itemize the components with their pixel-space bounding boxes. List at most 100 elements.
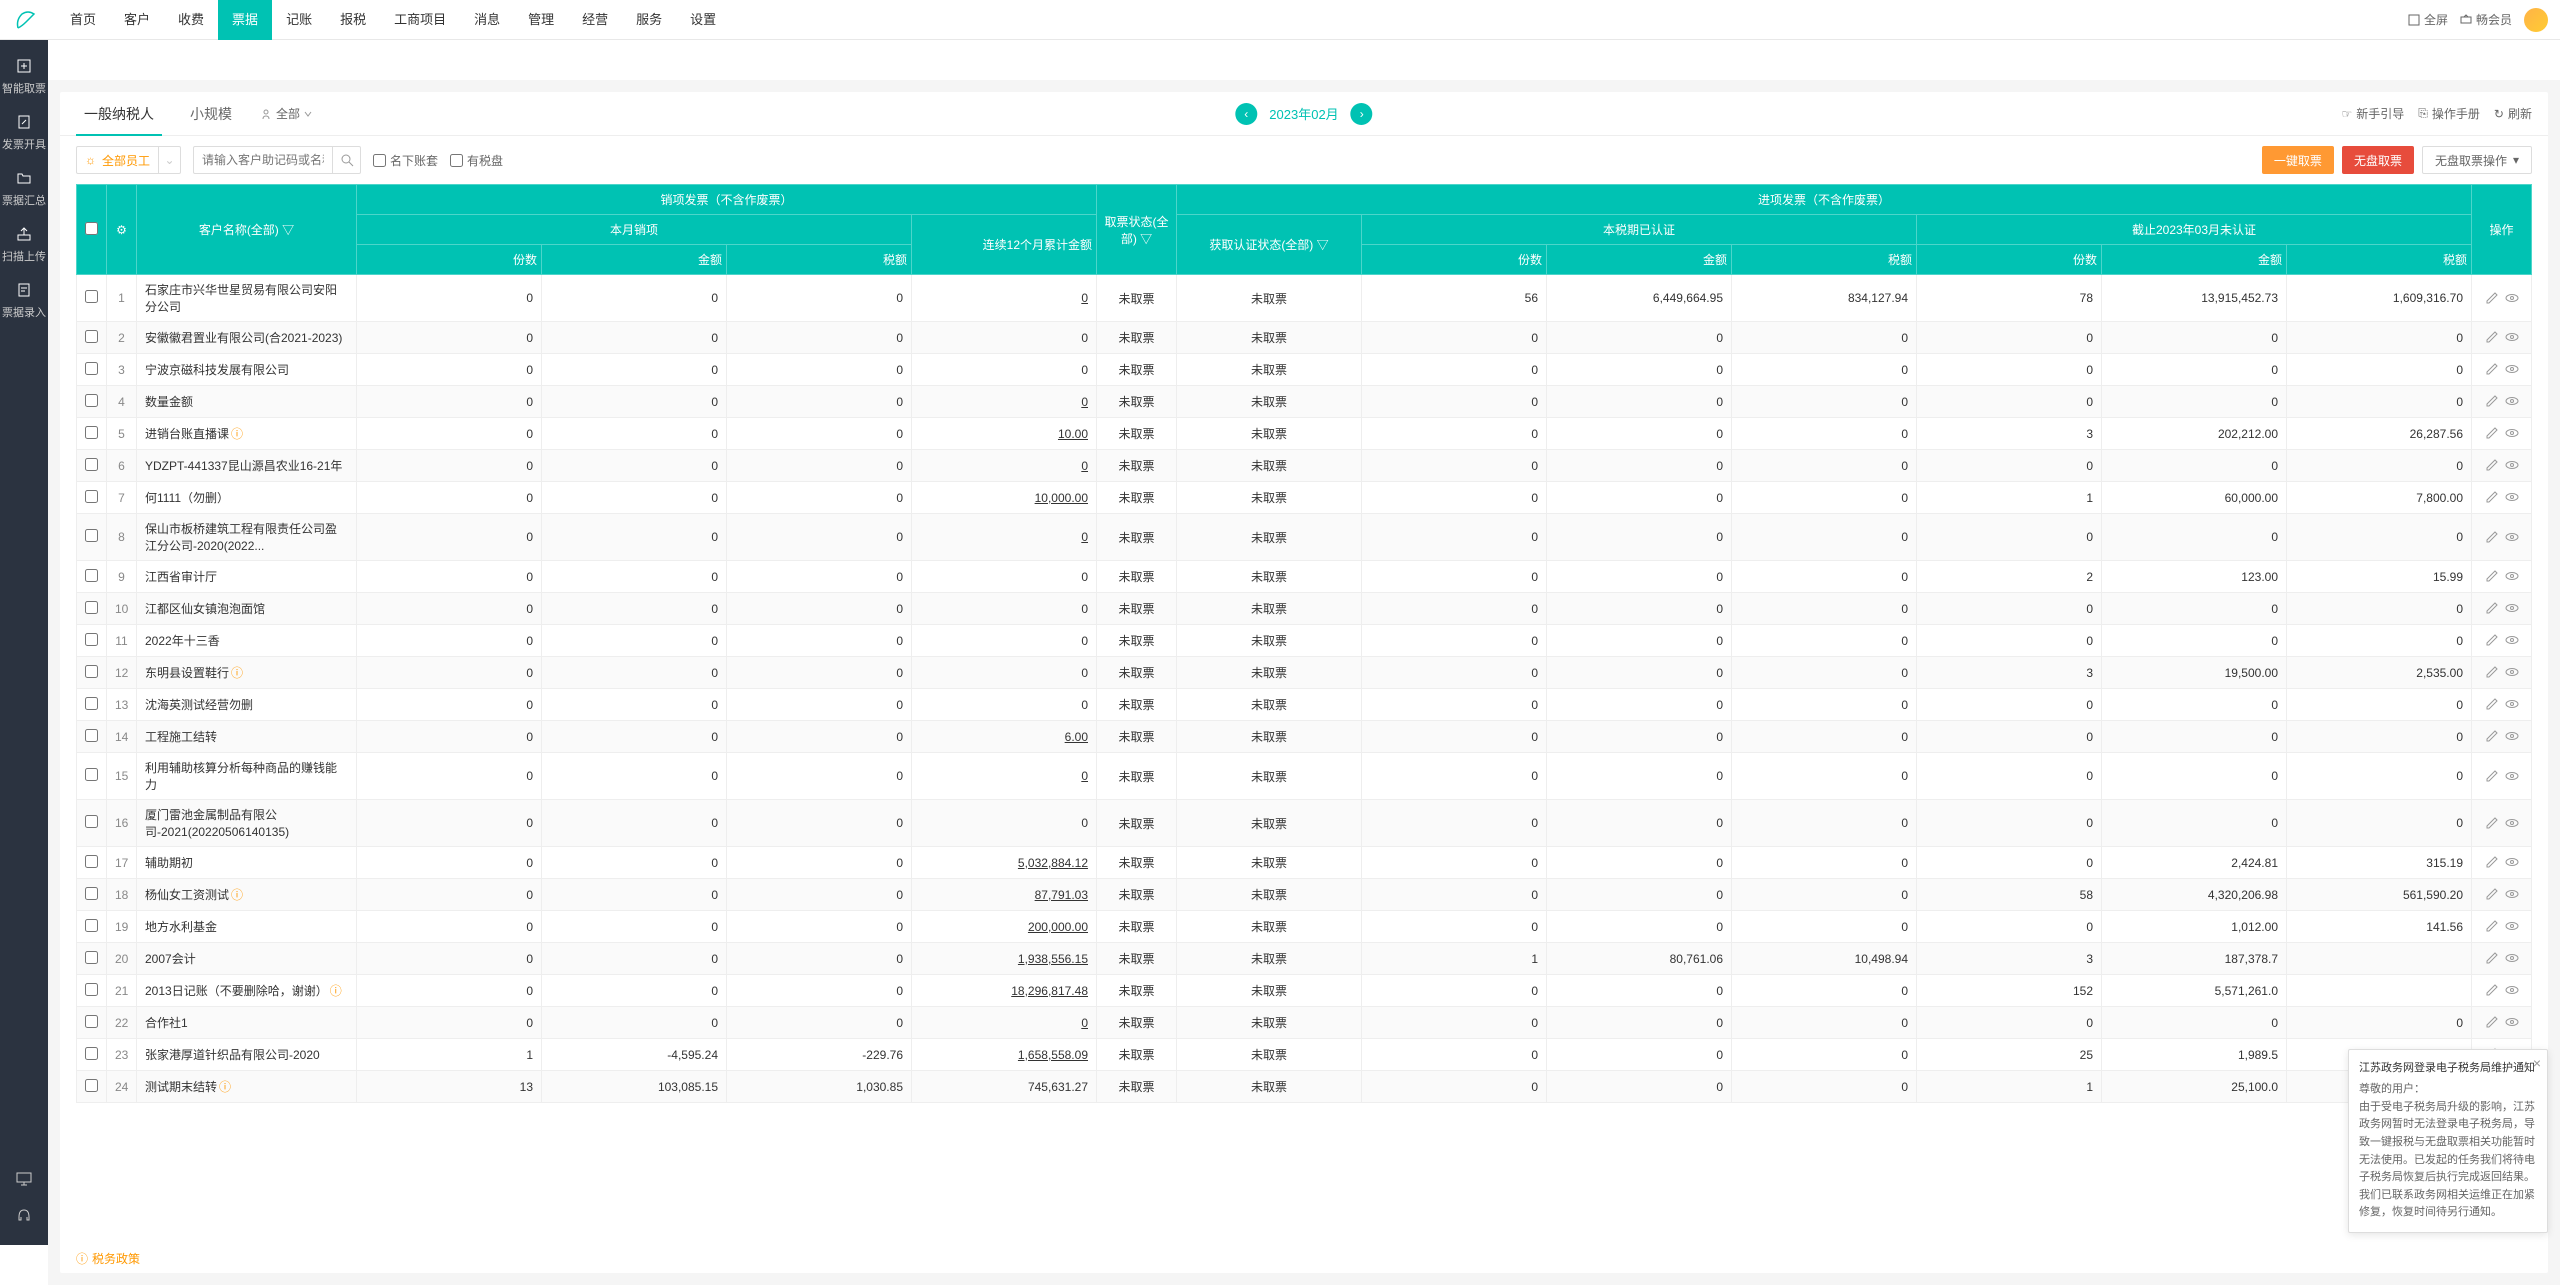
sidebar-headset-icon[interactable] bbox=[0, 1197, 48, 1233]
nav-item-6[interactable]: 工商项目 bbox=[380, 0, 460, 40]
edit-icon[interactable] bbox=[2483, 424, 2501, 442]
cumulative-cell[interactable]: 6.00 bbox=[912, 721, 1097, 753]
customer-name-link[interactable]: YDZPT-441337昆山源昌农业16-21年 bbox=[145, 459, 342, 473]
row-checkbox[interactable] bbox=[85, 697, 98, 710]
cumulative-cell[interactable]: 0 bbox=[912, 386, 1097, 418]
edit-icon[interactable] bbox=[2483, 885, 2501, 903]
row-checkbox[interactable] bbox=[85, 729, 98, 742]
view-icon[interactable] bbox=[2503, 1013, 2521, 1031]
notif-close-button[interactable]: × bbox=[2533, 1052, 2541, 1074]
row-checkbox[interactable] bbox=[85, 569, 98, 582]
row-checkbox[interactable] bbox=[85, 983, 98, 996]
edit-icon[interactable] bbox=[2483, 853, 2501, 871]
nav-item-8[interactable]: 管理 bbox=[514, 0, 568, 40]
date-display[interactable]: 2023年02月 bbox=[1269, 104, 1338, 123]
view-icon[interactable] bbox=[2503, 949, 2521, 967]
cumulative-cell[interactable]: 1,938,556.15 bbox=[912, 943, 1097, 975]
select-all-checkbox[interactable] bbox=[85, 222, 98, 235]
view-icon[interactable] bbox=[2503, 328, 2521, 346]
nav-item-11[interactable]: 设置 bbox=[676, 0, 730, 40]
customer-name-link[interactable]: 利用辅助核算分析每种商品的赚钱能力 bbox=[145, 761, 337, 792]
customer-name-link[interactable]: 合作社1 bbox=[145, 1016, 188, 1030]
row-checkbox[interactable] bbox=[85, 1015, 98, 1028]
customer-name-link[interactable]: 江都区仙女镇泡泡面馆 bbox=[145, 602, 265, 616]
avatar[interactable] bbox=[2524, 8, 2548, 32]
row-checkbox[interactable] bbox=[85, 458, 98, 471]
nav-item-9[interactable]: 经营 bbox=[568, 0, 622, 40]
sidebar-monitor-icon[interactable] bbox=[0, 1161, 48, 1197]
view-icon[interactable] bbox=[2503, 695, 2521, 713]
row-checkbox[interactable] bbox=[85, 665, 98, 678]
sidebar-item-2[interactable]: 票据汇总 bbox=[0, 160, 48, 216]
disk-ops-dropdown[interactable]: 无盘取票操作▾ bbox=[2422, 146, 2532, 174]
row-checkbox[interactable] bbox=[85, 855, 98, 868]
nav-item-3[interactable]: 票据 bbox=[218, 0, 272, 40]
customer-name-link[interactable]: 石家庄市兴华世星贸易有限公司安阳分公司 bbox=[145, 283, 337, 314]
cb-has-disk[interactable]: 有税盘 bbox=[450, 152, 503, 169]
row-checkbox[interactable] bbox=[85, 330, 98, 343]
employee-select[interactable]: ☼全部员工 ⌄ bbox=[76, 146, 181, 174]
one-click-fetch-button[interactable]: 一键取票 bbox=[2262, 146, 2334, 174]
edit-icon[interactable] bbox=[2483, 1013, 2501, 1031]
date-prev-button[interactable]: ‹ bbox=[1235, 103, 1257, 125]
edit-icon[interactable] bbox=[2483, 981, 2501, 999]
nav-item-7[interactable]: 消息 bbox=[460, 0, 514, 40]
customer-name-link[interactable]: 宁波京磁科技发展有限公司 bbox=[145, 363, 289, 377]
row-checkbox[interactable] bbox=[85, 601, 98, 614]
row-checkbox[interactable] bbox=[85, 362, 98, 375]
customer-name-link[interactable]: 安徽徽君置业有限公司(合2021-2023) bbox=[145, 331, 342, 345]
view-icon[interactable] bbox=[2503, 814, 2521, 832]
view-icon[interactable] bbox=[2503, 289, 2521, 307]
nav-item-2[interactable]: 收费 bbox=[164, 0, 218, 40]
edit-icon[interactable] bbox=[2483, 631, 2501, 649]
customer-name-link[interactable]: 辅助期初 bbox=[145, 856, 193, 870]
row-checkbox[interactable] bbox=[85, 1079, 98, 1092]
customer-name-link[interactable]: 2013日记账（不要删除哈，谢谢）ⓘ bbox=[145, 984, 342, 998]
view-icon[interactable] bbox=[2503, 488, 2521, 506]
view-icon[interactable] bbox=[2503, 631, 2521, 649]
row-checkbox[interactable] bbox=[85, 529, 98, 542]
customer-name-link[interactable]: 东明县设置鞋行ⓘ bbox=[145, 666, 243, 680]
row-checkbox[interactable] bbox=[85, 1047, 98, 1060]
edit-icon[interactable] bbox=[2483, 360, 2501, 378]
member-button[interactable]: 畅会员 bbox=[2460, 11, 2512, 28]
no-disk-fetch-button[interactable]: 无盘取票 bbox=[2342, 146, 2414, 174]
row-checkbox[interactable] bbox=[85, 426, 98, 439]
edit-icon[interactable] bbox=[2483, 727, 2501, 745]
view-icon[interactable] bbox=[2503, 727, 2521, 745]
filter-icon[interactable]: ▽ bbox=[1317, 238, 1329, 252]
customer-name-link[interactable]: 厦门雷池金属制品有限公司-2021(20220506140135) bbox=[145, 808, 289, 839]
row-checkbox[interactable] bbox=[85, 815, 98, 828]
view-icon[interactable] bbox=[2503, 360, 2521, 378]
customer-name-link[interactable]: 张家港厚道针织品有限公司-2020 bbox=[145, 1048, 320, 1062]
cumulative-cell[interactable]: 0 bbox=[912, 1007, 1097, 1039]
refresh-link[interactable]: ↻刷新 bbox=[2494, 105, 2532, 122]
row-checkbox[interactable] bbox=[85, 919, 98, 932]
edit-icon[interactable] bbox=[2483, 599, 2501, 617]
edit-icon[interactable] bbox=[2483, 695, 2501, 713]
customer-name-link[interactable]: 保山市板桥建筑工程有限责任公司盈江分公司-2020(2022... bbox=[145, 522, 337, 553]
view-icon[interactable] bbox=[2503, 917, 2521, 935]
customer-name-link[interactable]: 进销台账直播课ⓘ bbox=[145, 427, 243, 441]
row-checkbox[interactable] bbox=[85, 633, 98, 646]
view-icon[interactable] bbox=[2503, 885, 2521, 903]
row-checkbox[interactable] bbox=[85, 490, 98, 503]
customer-name-link[interactable]: 2022年十三香 bbox=[145, 634, 220, 648]
nav-item-4[interactable]: 记账 bbox=[272, 0, 326, 40]
view-icon[interactable] bbox=[2503, 853, 2521, 871]
customer-name-link[interactable]: 2007会计 bbox=[145, 952, 196, 966]
tab-0[interactable]: 一般纳税人 bbox=[76, 92, 162, 136]
nav-item-1[interactable]: 客户 bbox=[110, 0, 164, 40]
view-icon[interactable] bbox=[2503, 392, 2521, 410]
date-next-button[interactable]: › bbox=[1351, 103, 1373, 125]
edit-icon[interactable] bbox=[2483, 949, 2501, 967]
row-checkbox[interactable] bbox=[85, 394, 98, 407]
nav-item-10[interactable]: 服务 bbox=[622, 0, 676, 40]
customer-name-link[interactable]: 江西省审计厅 bbox=[145, 570, 217, 584]
edit-icon[interactable] bbox=[2483, 663, 2501, 681]
cumulative-cell[interactable]: 87,791.03 bbox=[912, 879, 1097, 911]
cumulative-cell[interactable]: 18,296,817.48 bbox=[912, 975, 1097, 1007]
view-icon[interactable] bbox=[2503, 456, 2521, 474]
row-checkbox[interactable] bbox=[85, 290, 98, 303]
customer-name-link[interactable]: 杨仙女工资测试ⓘ bbox=[145, 888, 243, 902]
